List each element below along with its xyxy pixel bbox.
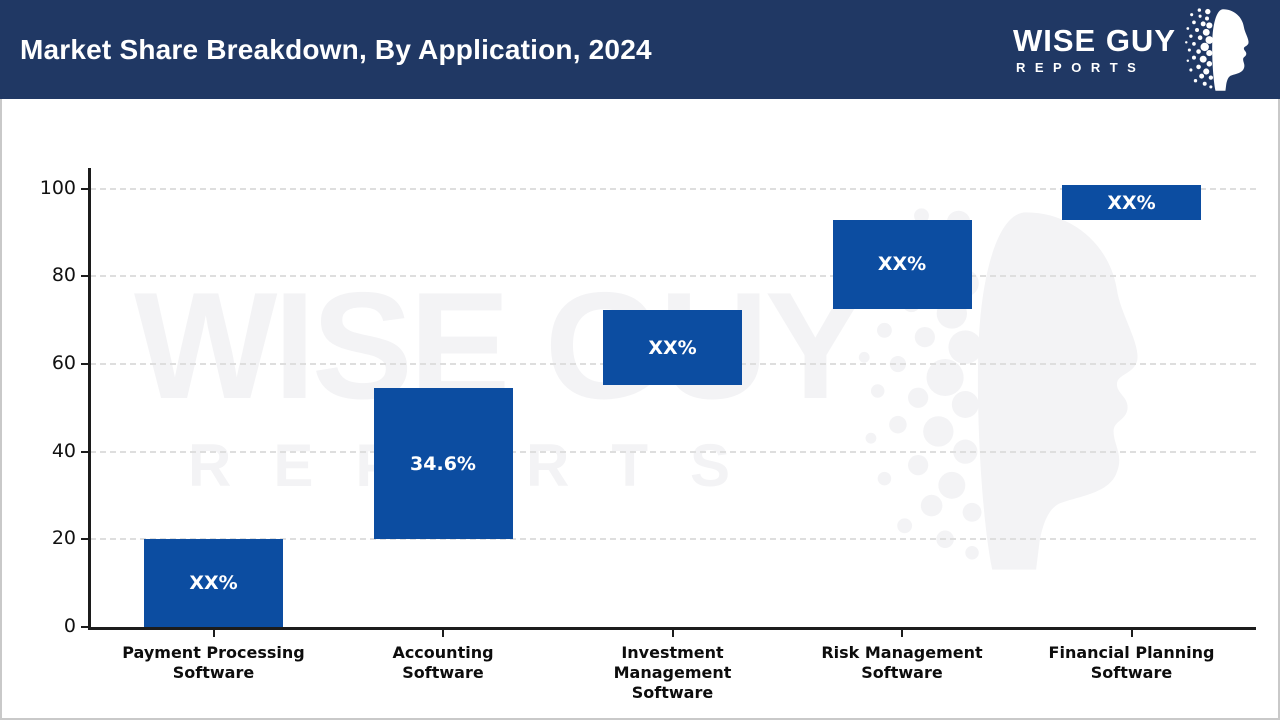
bar-value-label: XX% [189, 572, 238, 595]
page-title: Market Share Breakdown, By Application, … [20, 33, 652, 65]
gridline [90, 275, 1256, 278]
x-axis-tick [671, 629, 674, 637]
y-axis-tick [81, 626, 89, 628]
y-axis-tick [81, 187, 89, 190]
y-axis-tick [81, 363, 89, 366]
category-label: Investment Management Software [613, 643, 732, 702]
category-label: Risk Management Software [821, 643, 983, 682]
gridline [90, 187, 1256, 190]
y-axis-line [88, 168, 91, 629]
x-axis-tick [212, 629, 215, 637]
bar-segment: XX% [832, 219, 972, 309]
y-axis-tick [81, 450, 89, 453]
bar-value-label: XX% [1107, 191, 1156, 214]
y-axis-tick [81, 275, 89, 278]
x-axis-tick [1130, 629, 1133, 637]
bar-segment: XX% [1062, 185, 1201, 221]
market-share-waterfall-chart: 0 20 40 60 80 100 XX% Payment Processing Softwar… [2, 99, 1278, 718]
gridline [90, 450, 1256, 453]
dotted-head-profile-icon [1185, 7, 1249, 91]
wiseguy-logo: WISE GUY REPORTS [1013, 7, 1254, 93]
logo-line2: REPORTS [1015, 60, 1146, 75]
category-label: Payment Processing Software [122, 643, 305, 682]
bar-segment: XX% [603, 309, 742, 386]
y-axis-tick-label: 80 [51, 264, 76, 287]
category-label: Accounting Software [392, 643, 494, 682]
header-bar: Market Share Breakdown, By Application, … [0, 0, 1280, 99]
bar-value-label: XX% [877, 253, 927, 276]
y-axis-tick-label: 40 [51, 439, 76, 462]
bar-value-label: XX% [648, 336, 697, 359]
y-axis-tick-label: 0 [63, 615, 76, 637]
x-axis-line [88, 627, 1256, 630]
gridline [90, 538, 1256, 541]
y-axis-tick-label: 20 [51, 527, 76, 550]
logo-text: WISE GUY REPORTS [1013, 25, 1176, 74]
x-axis-tick [442, 629, 444, 637]
y-axis-tick-label: 100 [39, 176, 76, 199]
bar-segment: 34.6% [373, 387, 513, 540]
bar-segment: XX% [144, 539, 283, 627]
y-axis-tick [81, 538, 89, 541]
y-axis-tick-label: 60 [51, 352, 76, 375]
category-label: Financial Planning Software [1048, 643, 1215, 682]
x-axis-tick [901, 629, 903, 637]
bar-value-label: 34.6% [410, 452, 476, 475]
logo-line1: WISE GUY [1012, 23, 1176, 58]
